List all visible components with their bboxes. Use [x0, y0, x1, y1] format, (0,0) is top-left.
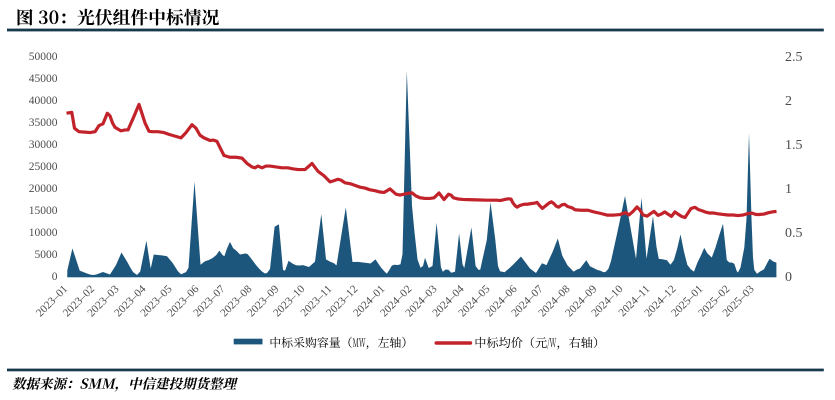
svg-text:25000: 25000 [29, 161, 58, 173]
svg-text:0: 0 [785, 270, 792, 285]
svg-text:5000: 5000 [35, 249, 58, 261]
svg-text:45000: 45000 [29, 73, 58, 85]
svg-text:0.5: 0.5 [785, 226, 803, 241]
svg-text:10000: 10000 [29, 227, 58, 239]
svg-text:20000: 20000 [29, 183, 58, 195]
svg-text:2: 2 [785, 94, 792, 109]
svg-text:40000: 40000 [29, 95, 58, 107]
svg-text:0: 0 [52, 271, 58, 283]
svg-text:30000: 30000 [29, 139, 58, 151]
svg-text:15000: 15000 [29, 205, 58, 217]
svg-text:35000: 35000 [29, 117, 58, 129]
svg-text:1: 1 [785, 182, 792, 197]
svg-text:50000: 50000 [29, 51, 58, 63]
svg-text:1.5: 1.5 [785, 138, 803, 153]
svg-text:2.5: 2.5 [785, 50, 803, 65]
